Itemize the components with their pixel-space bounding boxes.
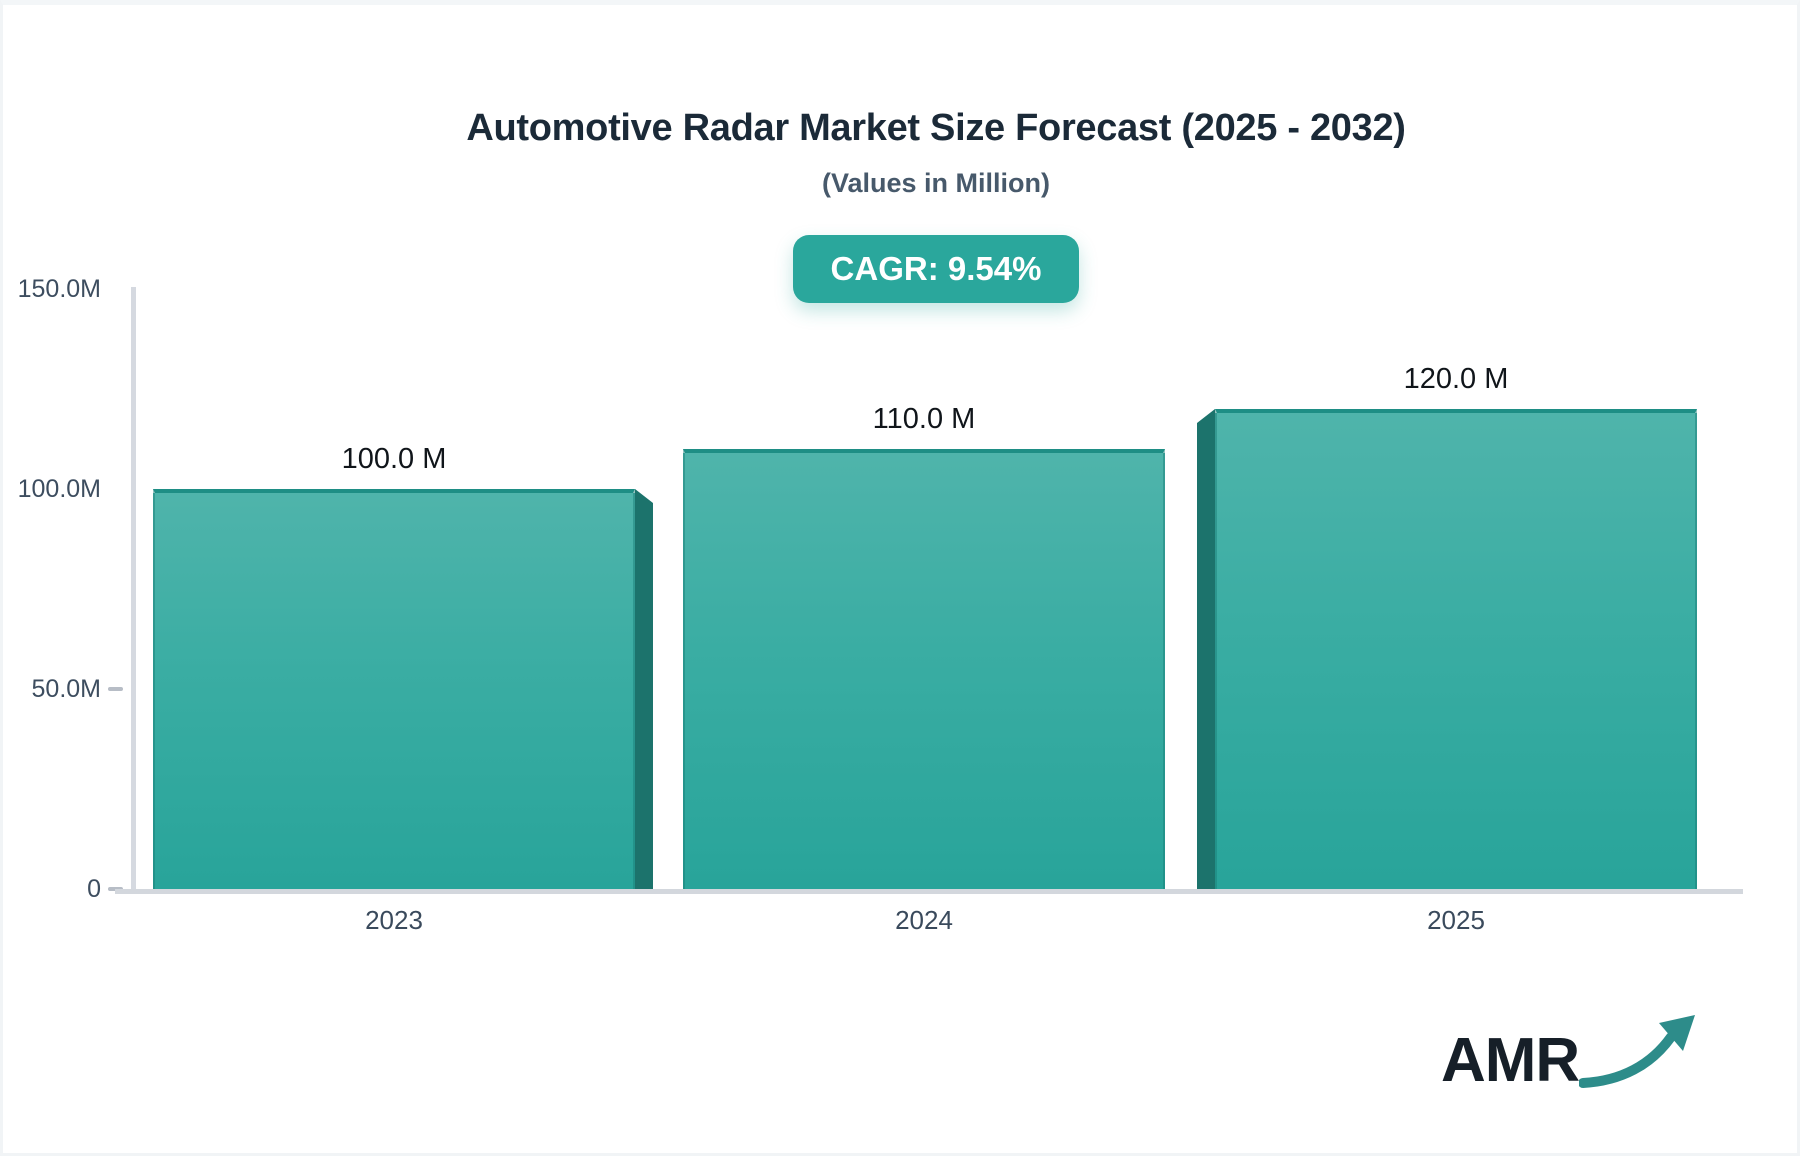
bar-face — [153, 489, 635, 889]
y-tick-mark — [108, 687, 123, 691]
bar-2025[interactable] — [1197, 409, 1697, 889]
chart-subtitle: (Values in Million) — [821, 168, 1051, 198]
bar-value-label-2023: 100.0 M — [341, 443, 447, 475]
bar-2023[interactable] — [153, 489, 653, 889]
x-axis-line — [115, 889, 1743, 894]
amr-logo: AMR — [1441, 1007, 1701, 1103]
chart-header: Automotive Radar Market Size Forecast (2… — [133, 107, 1739, 303]
amr-logo-text: AMR — [1441, 1026, 1580, 1095]
y-tick-label-150.0M: 150.0M — [17, 275, 101, 303]
bar-face — [683, 449, 1165, 889]
bar-value-label-2025: 120.0 M — [1403, 363, 1509, 395]
y-tick-label-0: 0 — [87, 875, 101, 903]
bar-face — [1215, 409, 1697, 889]
bar-3d-side — [1197, 409, 1215, 889]
bar-value-label-2024: 110.0 M — [872, 403, 976, 435]
cagr-badge: CAGR: 9.54% — [792, 235, 1080, 303]
chart-title: Automotive Radar Market Size Forecast (2… — [466, 107, 1406, 149]
x-category-label-2023: 2023 — [365, 905, 423, 935]
y-axis-line — [131, 287, 136, 894]
y-tick-label-50.0M: 50.0M — [31, 675, 101, 703]
x-category-label-2025: 2025 — [1427, 905, 1485, 935]
x-category-label-2024: 2024 — [895, 905, 953, 935]
bar-3d-side — [635, 489, 653, 889]
bar-2024[interactable] — [683, 449, 1165, 889]
plot-area: 150.0M 100.0M 50.0M 0 100.0 M 2023 110.0 M 2024… — [3, 5, 1797, 1153]
growth-arrow-icon — [1579, 1015, 1695, 1088]
y-tick-label-100.0M: 100.0M — [17, 475, 101, 503]
